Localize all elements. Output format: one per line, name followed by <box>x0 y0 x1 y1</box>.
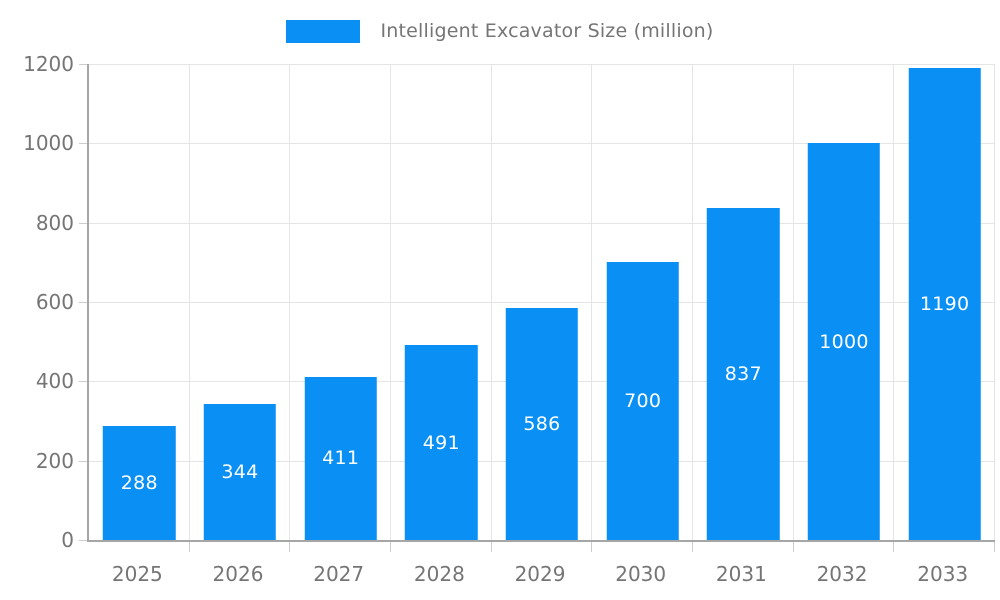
x-axis-tick <box>792 542 794 552</box>
bar-value-label: 1000 <box>819 330 869 353</box>
bar-2030[interactable]: 700 <box>606 262 679 540</box>
gridline-vertical <box>994 64 995 540</box>
bar-value-label: 586 <box>523 412 561 435</box>
y-axis-label: 400 <box>35 369 74 394</box>
x-axis-tick <box>188 542 190 552</box>
y-axis: 0 200 400 600 800 1000 1200 <box>0 54 74 550</box>
x-axis-label: 2026 <box>212 562 264 586</box>
y-axis-label: 1000 <box>23 131 74 156</box>
bar-2033[interactable]: 1190 <box>908 67 981 540</box>
legend-swatch-icon <box>286 19 361 43</box>
x-axis-tick <box>691 542 693 552</box>
bar-value-label: 491 <box>422 431 460 454</box>
bar-value-label: 700 <box>624 390 662 413</box>
legend-item[interactable]: Intelligent Excavator Size (million) <box>286 19 714 43</box>
x-axis-label: 2029 <box>514 562 566 586</box>
bar-value-label: 837 <box>724 363 762 385</box>
gridline-vertical <box>893 64 895 540</box>
bar-value-label: 1190 <box>919 292 970 315</box>
y-axis-label: 1200 <box>23 52 74 76</box>
y-axis-tick <box>79 540 87 541</box>
y-axis-tick <box>79 222 87 224</box>
bar-2028[interactable]: 491 <box>405 345 478 540</box>
gridline-vertical <box>792 64 794 540</box>
gridline-horizontal <box>89 222 995 224</box>
x-axis-label: 2031 <box>715 562 767 586</box>
x-axis-tick <box>591 542 593 552</box>
gridline-vertical <box>389 64 391 540</box>
bar-value-label: 411 <box>322 447 360 470</box>
x-axis: 2025 2026 2027 2028 2029 2030 2031 2032 2033 <box>87 554 993 594</box>
y-axis-tick <box>79 460 87 462</box>
gridline-vertical <box>188 64 190 540</box>
legend-label: Intelligent Excavator Size (million) <box>380 20 714 42</box>
gridline-horizontal <box>89 143 995 145</box>
x-axis-label: 2025 <box>111 562 163 586</box>
x-axis-tick <box>893 542 895 552</box>
bar-2026[interactable]: 344 <box>203 403 277 540</box>
bar-value-label: 344 <box>221 460 259 483</box>
legend: Intelligent Excavator Size (million) <box>0 16 1000 46</box>
bar-2027[interactable]: 411 <box>304 376 377 540</box>
y-axis-label: 600 <box>35 290 74 314</box>
gridline-vertical <box>591 64 593 540</box>
y-axis-label: 200 <box>35 448 74 473</box>
gridline-horizontal <box>89 64 995 65</box>
bar-2029[interactable]: 586 <box>505 307 579 540</box>
y-axis-tick <box>79 64 87 65</box>
gridline-vertical <box>691 64 693 540</box>
y-axis-label: 800 <box>35 210 74 235</box>
x-axis-label: 2033 <box>917 562 969 586</box>
bar-2032[interactable]: 1000 <box>807 143 881 540</box>
y-axis-tick <box>79 143 87 145</box>
x-axis-label: 2027 <box>313 562 365 586</box>
bar-value-label: 288 <box>120 471 158 494</box>
gridline-vertical <box>490 64 492 540</box>
bar-2025[interactable]: 288 <box>103 425 176 540</box>
gridline-horizontal <box>89 302 995 303</box>
y-axis-tick <box>79 302 87 303</box>
x-axis-label: 2028 <box>413 562 465 586</box>
x-axis-tick <box>389 542 391 552</box>
plot-area: 288 344 411 491 586 700 837 1000 1190 <box>79 64 995 552</box>
bar-2031[interactable]: 837 <box>707 208 780 540</box>
x-axis-label: 2032 <box>816 562 868 586</box>
x-axis-tick <box>994 542 995 552</box>
y-axis-label: 0 <box>61 528 74 552</box>
gridline-vertical <box>289 64 291 540</box>
x-axis-tick <box>289 542 291 552</box>
y-axis-tick <box>79 381 87 383</box>
x-axis-tick <box>490 542 492 552</box>
x-axis-label: 2030 <box>615 562 667 586</box>
